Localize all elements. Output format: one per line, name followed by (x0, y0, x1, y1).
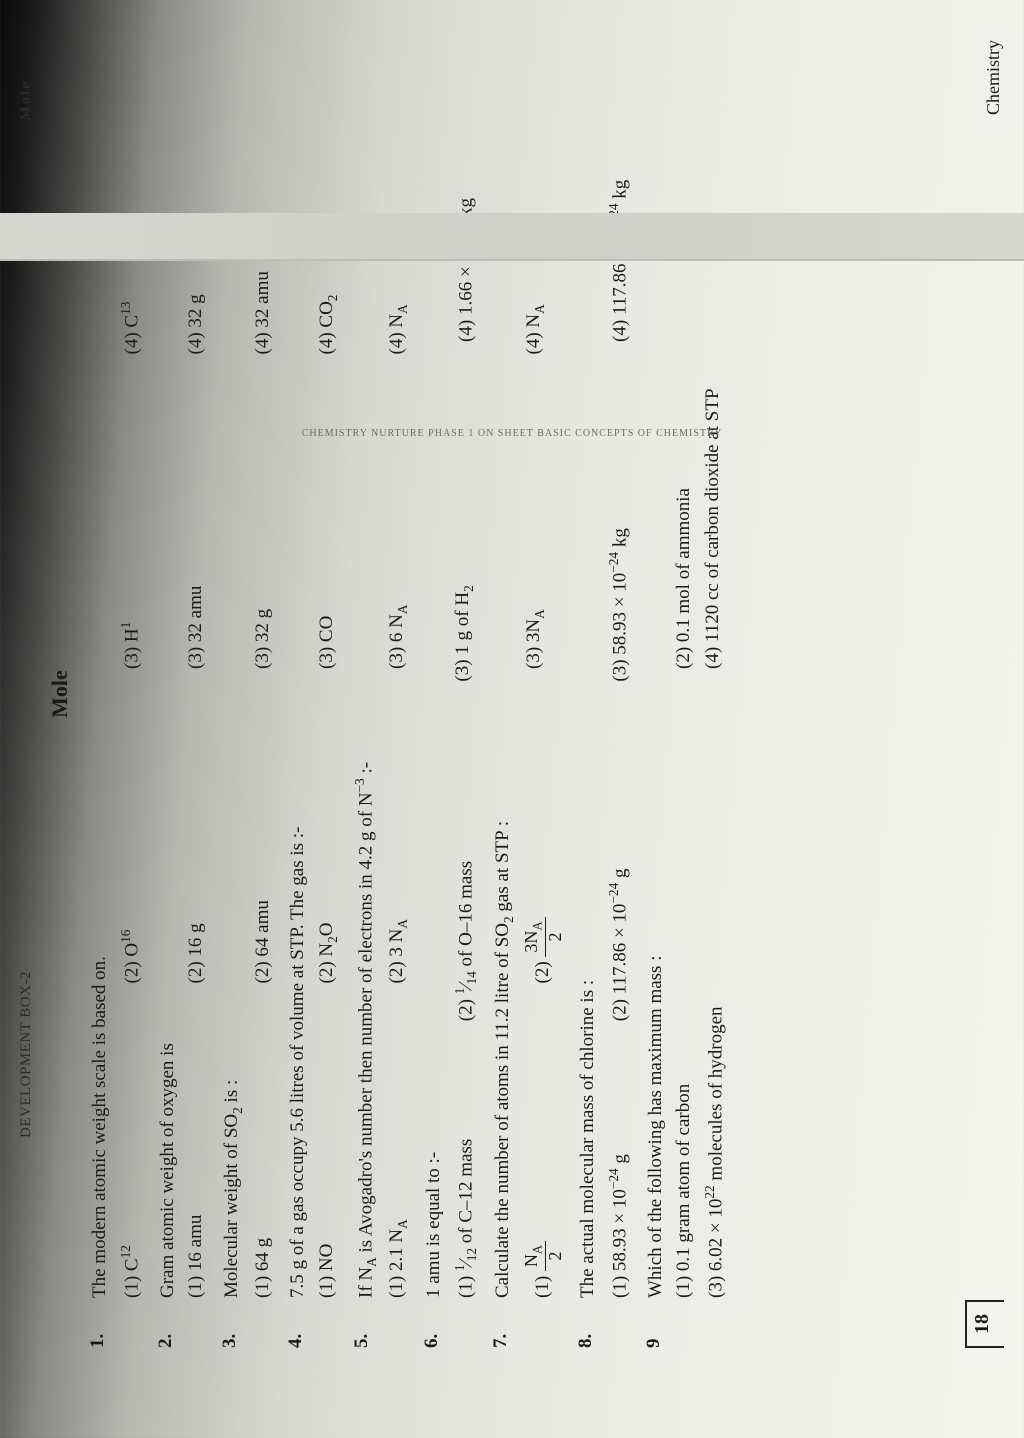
option: (3) 1 g of H2 (451, 342, 480, 682)
option: (2) 64 amu (251, 669, 276, 984)
top-right-text: Mole (18, 80, 35, 120)
option: (1) 2.1 NA (385, 984, 411, 1299)
option: (3) 32 amu (184, 355, 209, 670)
option: (1) NA2 (522, 984, 565, 1299)
option: (3) 6 NA (385, 355, 411, 670)
question-number: 6. (421, 1298, 443, 1348)
option: (2) O16 (117, 669, 145, 984)
option: (3) 32 g (251, 355, 276, 670)
option: (2) 16 g (184, 669, 209, 984)
option: (2) 117.86 × 10−24 g (605, 682, 633, 1022)
option: (4) 117.86 × 10−24 kg (605, 40, 633, 342)
option: (3) 6.02 × 1022 molecules of hydrogen (701, 669, 729, 1298)
option: (2) 3 NA (385, 669, 411, 984)
option: (1) 0.1 gram atom of carbon (672, 669, 697, 1298)
option: (3) 58.93 × 10−24 kg (605, 342, 633, 682)
question-number: 1. (87, 1298, 109, 1348)
binding-strip: CHEMISTRY NURTURE PHASE 1 ON SHEET BASIC… (0, 213, 1024, 261)
option: (2) N2O (315, 669, 341, 984)
option: (1) 16 amu (184, 984, 209, 1299)
subject-label: Chemistry (983, 40, 1004, 115)
option: (2) 0.1 mol of ammonia (672, 40, 697, 669)
question-number: 5. (351, 1298, 373, 1348)
option: (2) 1⁄14 of O–16 mass (451, 682, 480, 1022)
option: (4) CO2 (315, 40, 341, 355)
question-number: 3. (219, 1298, 241, 1348)
question-number: 2. (155, 1298, 177, 1348)
option: (4) 1120 cc of carbon dioxide at STP (701, 40, 729, 669)
option: (1) 1⁄12 of C–12 mass (451, 1021, 480, 1298)
question-number: 7. (490, 1298, 512, 1348)
option: (3) H1 (117, 355, 145, 670)
option: (1) C12 (117, 984, 145, 1299)
option: (1) 64 g (251, 984, 276, 1299)
page-number: 18 (965, 1300, 1004, 1348)
option: (4) NA (385, 40, 411, 355)
option: (1) NO (315, 984, 341, 1299)
option: (4) 32 g (184, 40, 209, 355)
option: (2) 3NA2 (522, 669, 565, 984)
option: (4) 1.66 × 10−24 kg (451, 40, 480, 342)
option: (4) 32 amu (251, 40, 276, 355)
top-left-text: DEVELOPMENT BOX-2 (18, 971, 35, 1138)
option: (1) 58.93 × 10−24 g (605, 1021, 633, 1298)
question-number: 4. (285, 1298, 307, 1348)
option: (4) NA (522, 40, 565, 355)
question-number: 9 (643, 1298, 665, 1348)
option: (3) CO (315, 355, 341, 670)
option: (3) 3NA (522, 355, 565, 670)
side-caption: CHEMISTRY NURTURE PHASE 1 ON SHEET BASIC… (302, 428, 723, 439)
option: (4) C13 (117, 40, 145, 355)
question-number: 8. (575, 1298, 597, 1348)
